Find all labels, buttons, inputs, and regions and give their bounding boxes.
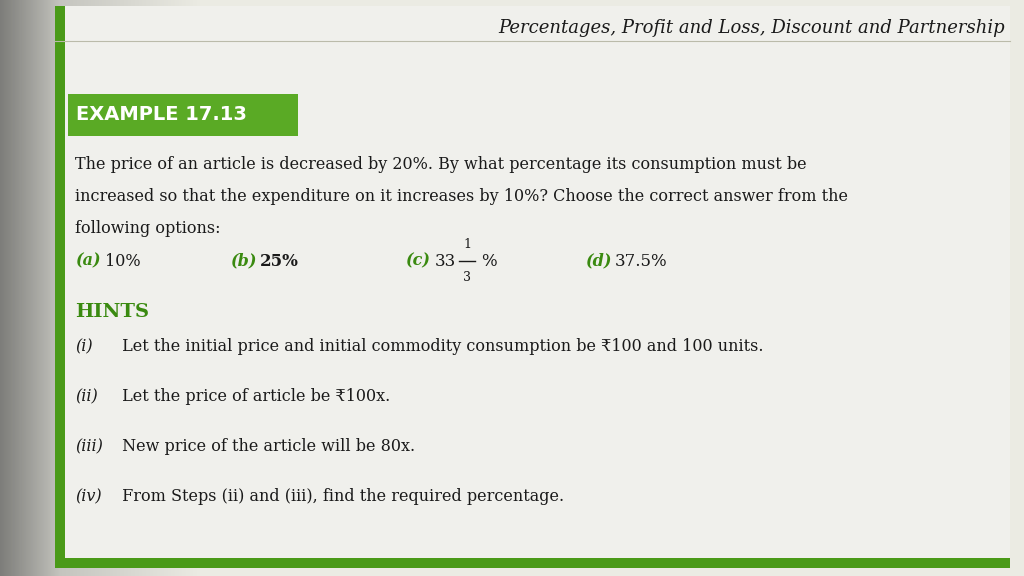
Text: 33: 33 <box>435 252 457 270</box>
Text: 10%: 10% <box>105 252 140 270</box>
Text: The price of an article is decreased by 20%. By what percentage its consumption : The price of an article is decreased by … <box>75 156 807 173</box>
Text: EXAMPLE 17.13: EXAMPLE 17.13 <box>76 105 247 124</box>
Text: increased so that the expenditure on it increases by 10%? Choose the correct ans: increased so that the expenditure on it … <box>75 188 848 205</box>
Bar <box>55 6 65 568</box>
Text: Let the initial price and initial commodity consumption be ₹100 and 100 units.: Let the initial price and initial commod… <box>117 338 764 355</box>
Text: New price of the article will be 80x.: New price of the article will be 80x. <box>117 438 415 455</box>
Text: From Steps (ii) and (iii), find the required percentage.: From Steps (ii) and (iii), find the requ… <box>117 488 564 505</box>
Bar <box>68 94 298 136</box>
Text: (b): (b) <box>230 252 256 270</box>
Text: 25%: 25% <box>260 252 299 270</box>
Text: (iv): (iv) <box>75 488 101 505</box>
Text: (ii): (ii) <box>75 388 97 405</box>
Text: (c): (c) <box>406 252 430 270</box>
Text: HINTS: HINTS <box>75 303 150 321</box>
Text: (iii): (iii) <box>75 438 102 455</box>
Text: %: % <box>481 252 497 270</box>
Text: (a): (a) <box>75 252 100 270</box>
Text: 3: 3 <box>463 271 471 284</box>
Text: 37.5%: 37.5% <box>615 252 668 270</box>
Text: (i): (i) <box>75 338 92 355</box>
Text: Percentages, Profit and Loss, Discount and Partnership: Percentages, Profit and Loss, Discount a… <box>499 19 1005 37</box>
Text: Let the price of article be ₹100x.: Let the price of article be ₹100x. <box>117 388 390 405</box>
Text: 1: 1 <box>463 238 471 251</box>
Text: following options:: following options: <box>75 220 220 237</box>
Text: (d): (d) <box>585 252 611 270</box>
Bar <box>55 558 1010 568</box>
